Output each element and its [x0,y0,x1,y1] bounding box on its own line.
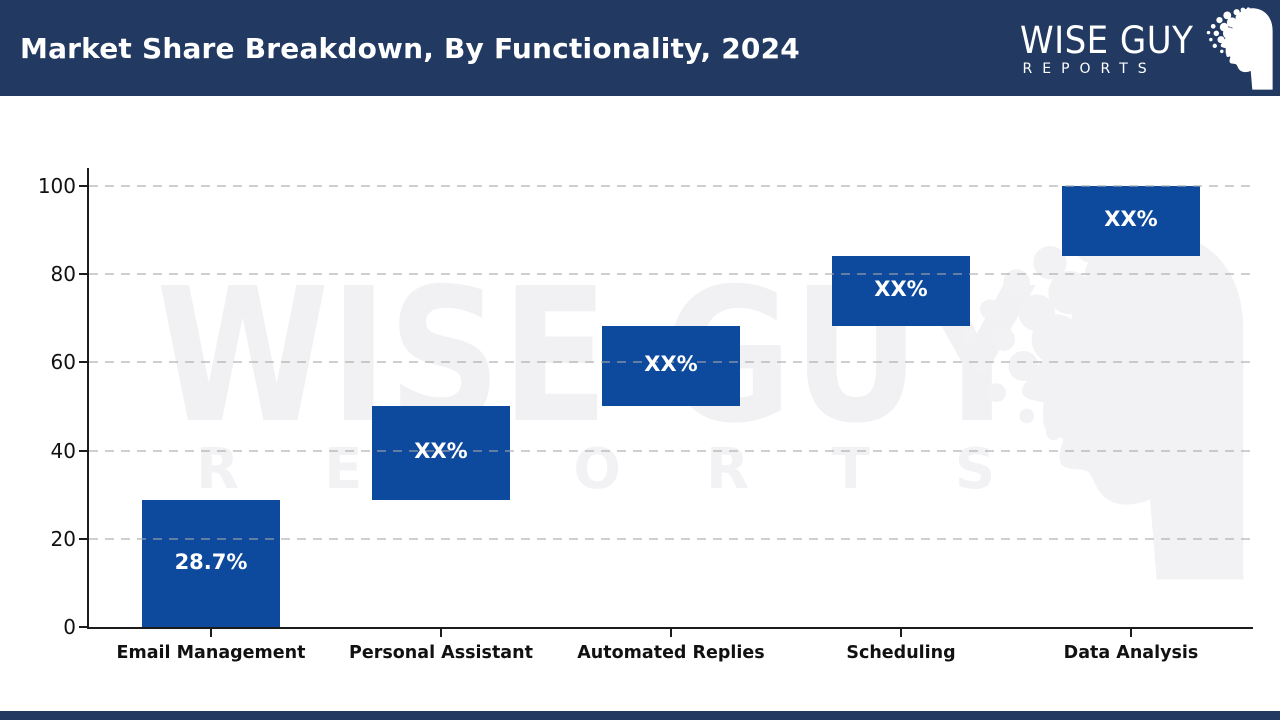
bar-value-label-email-management: 28.7% [174,549,248,574]
bar-value-label-personal-assistant: XX% [414,439,468,464]
bar-value-label-automated-replies: XX% [644,351,698,376]
y-tick-0 [79,626,87,628]
face-profile-logo-icon [1206,7,1273,90]
gridline-100 [89,185,1253,187]
x-axis-line [87,627,1253,629]
header: Market Share Breakdown, By Functionality… [0,0,1280,96]
x-tick-personal-assistant [440,629,442,637]
wise-guy-logo: WISE GUY REPORTS [1020,4,1276,94]
page-title: Market Share Breakdown, By Functionality… [20,31,800,65]
x-category-label-automated-replies: Automated Replies [577,643,765,663]
gridline-60 [89,361,1253,364]
gridline-80 [89,273,1253,276]
x-category-label-personal-assistant: Personal Assistant [349,643,533,663]
y-tick-label-0: 0 [63,615,76,639]
bar-scheduling [832,255,970,327]
footer-bar [0,711,1280,720]
logo-wordmark: WISE GUY [1019,19,1193,62]
y-tick-40 [79,449,87,452]
y-tick-label-40: 40 [50,438,76,463]
y-tick-100 [79,185,87,187]
x-category-label-data-analysis: Data Analysis [1063,643,1199,663]
y-tick-label-20: 20 [50,526,76,551]
bar-automated-replies [602,326,740,406]
bar-value-label-data-analysis: XX% [1104,206,1158,231]
y-tick-60 [79,361,87,364]
y-tick-80 [79,273,87,276]
bar-email-management [142,500,280,627]
chart-area: WISE GUY REPORTS [0,96,1280,711]
x-tick-data-analysis [1130,629,1132,637]
y-tick-label-100: 100 [37,174,76,198]
logo-subtitle: REPORTS [1022,61,1157,77]
y-tick-20 [79,537,87,540]
bar-personal-assistant [372,405,510,501]
x-tick-scheduling [900,629,902,637]
x-category-label-email-management: Email Management [116,643,306,663]
y-tick-label-80: 80 [50,262,76,287]
waterfall-chart: 0 20 40 60 80 100 28.7% Email Management XX% Pers… [0,96,1280,711]
y-axis-line [87,168,89,629]
x-category-label-scheduling: Scheduling [846,643,956,663]
gridline-40 [89,449,1253,452]
y-tick-label-60: 60 [50,350,76,375]
bar-value-label-scheduling: XX% [874,276,928,301]
logo-text: WISE GUY REPORTS [1020,22,1208,76]
x-tick-email-management [210,629,212,637]
x-tick-automated-replies [670,629,672,637]
gridline-20 [89,537,1253,540]
